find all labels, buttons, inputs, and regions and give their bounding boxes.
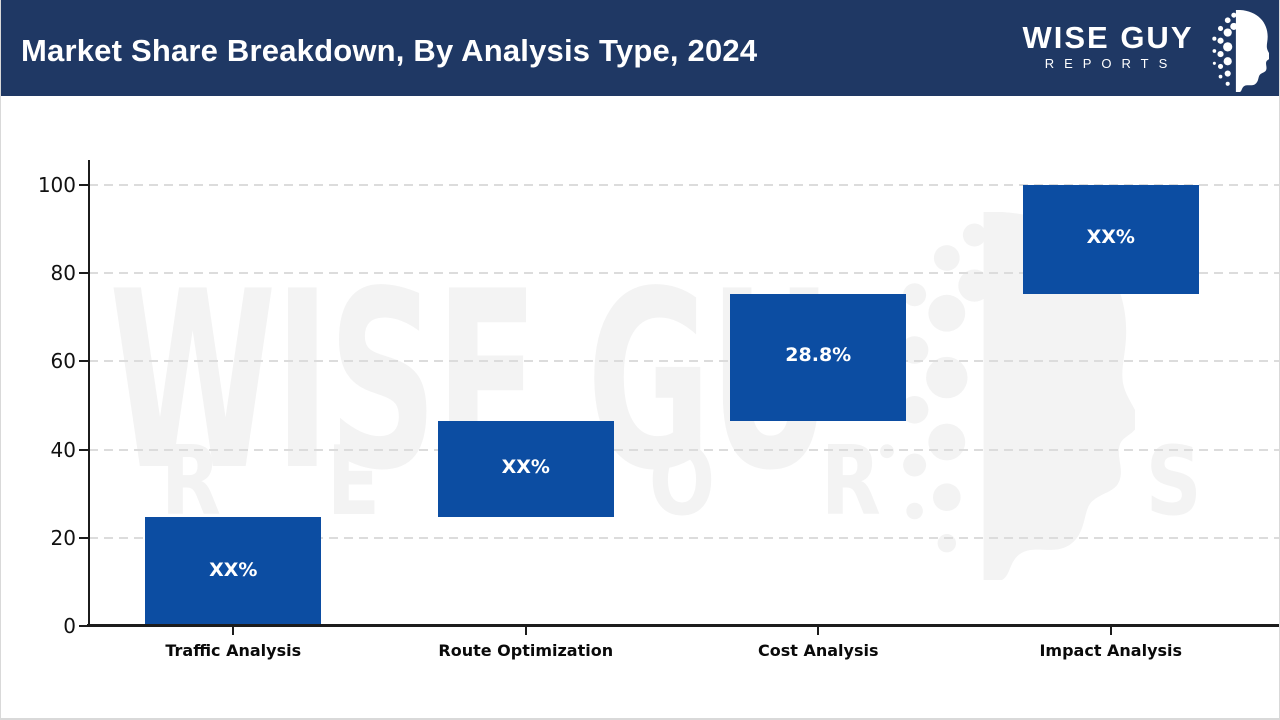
x-tick-label-impact-analysis: Impact Analysis xyxy=(1039,641,1183,660)
gridline-60 xyxy=(89,360,1279,363)
bar-cost-analysis xyxy=(730,293,907,421)
gridline-40 xyxy=(89,448,1279,451)
y-tick-label-0: 0 xyxy=(63,614,76,638)
y-axis-line xyxy=(88,160,90,627)
chart-title: Market Share Breakdown, By Analysis Type… xyxy=(21,33,758,68)
bar-value-label-route-optimization: XX% xyxy=(501,456,550,478)
y-tick-mark-100 xyxy=(79,184,88,186)
x-tick-mark-impact-analysis xyxy=(1109,627,1112,635)
bar-value-label-cost-analysis: 28.8% xyxy=(785,344,852,367)
y-tick-label-60: 60 xyxy=(50,349,76,374)
y-tick-label-40: 40 xyxy=(50,437,76,462)
x-tick-mark-traffic-analysis xyxy=(232,627,235,635)
brand-logo: WISE GUY REPORTS xyxy=(1019,6,1269,92)
bar-traffic-analysis xyxy=(145,517,322,626)
bar-route-optimization xyxy=(437,420,614,518)
y-tick-label-100: 100 xyxy=(37,173,76,197)
x-tick-label-cost-analysis: Cost Analysis xyxy=(758,641,879,660)
x-tick-label-traffic-analysis: Traffic Analysis xyxy=(165,641,302,660)
y-tick-mark-80 xyxy=(79,272,88,275)
bar-value-label-traffic-analysis: XX% xyxy=(209,558,258,581)
bar-value-label-impact-analysis: XX% xyxy=(1086,226,1135,249)
x-tick-mark-cost-analysis xyxy=(817,627,820,635)
y-tick-mark-60 xyxy=(79,360,88,363)
x-tick-mark-route-optimization xyxy=(524,627,527,635)
gridline-100 xyxy=(89,184,1279,186)
x-tick-label-route-optimization: Route Optimization xyxy=(438,641,614,660)
y-tick-mark-0 xyxy=(79,625,88,627)
brand-name-text: WISE GUY xyxy=(1022,20,1194,55)
brand-wordmark: WISE GUY REPORTS xyxy=(1019,20,1197,72)
watermark-head-icon xyxy=(877,212,1135,580)
bar-impact-analysis xyxy=(1022,185,1199,294)
brand-reports-text: REPORTS xyxy=(1044,56,1178,71)
brand-head-icon xyxy=(1212,10,1269,92)
y-tick-mark-40 xyxy=(79,448,88,451)
gridline-80 xyxy=(89,272,1279,275)
y-tick-mark-20 xyxy=(79,536,88,539)
y-tick-label-80: 80 xyxy=(50,261,76,286)
gridline-20 xyxy=(89,536,1279,539)
y-tick-label-20: 20 xyxy=(50,525,76,550)
x-axis-line xyxy=(87,624,1279,627)
header-bar: Market Share Breakdown, By Analysis Type… xyxy=(1,0,1279,96)
